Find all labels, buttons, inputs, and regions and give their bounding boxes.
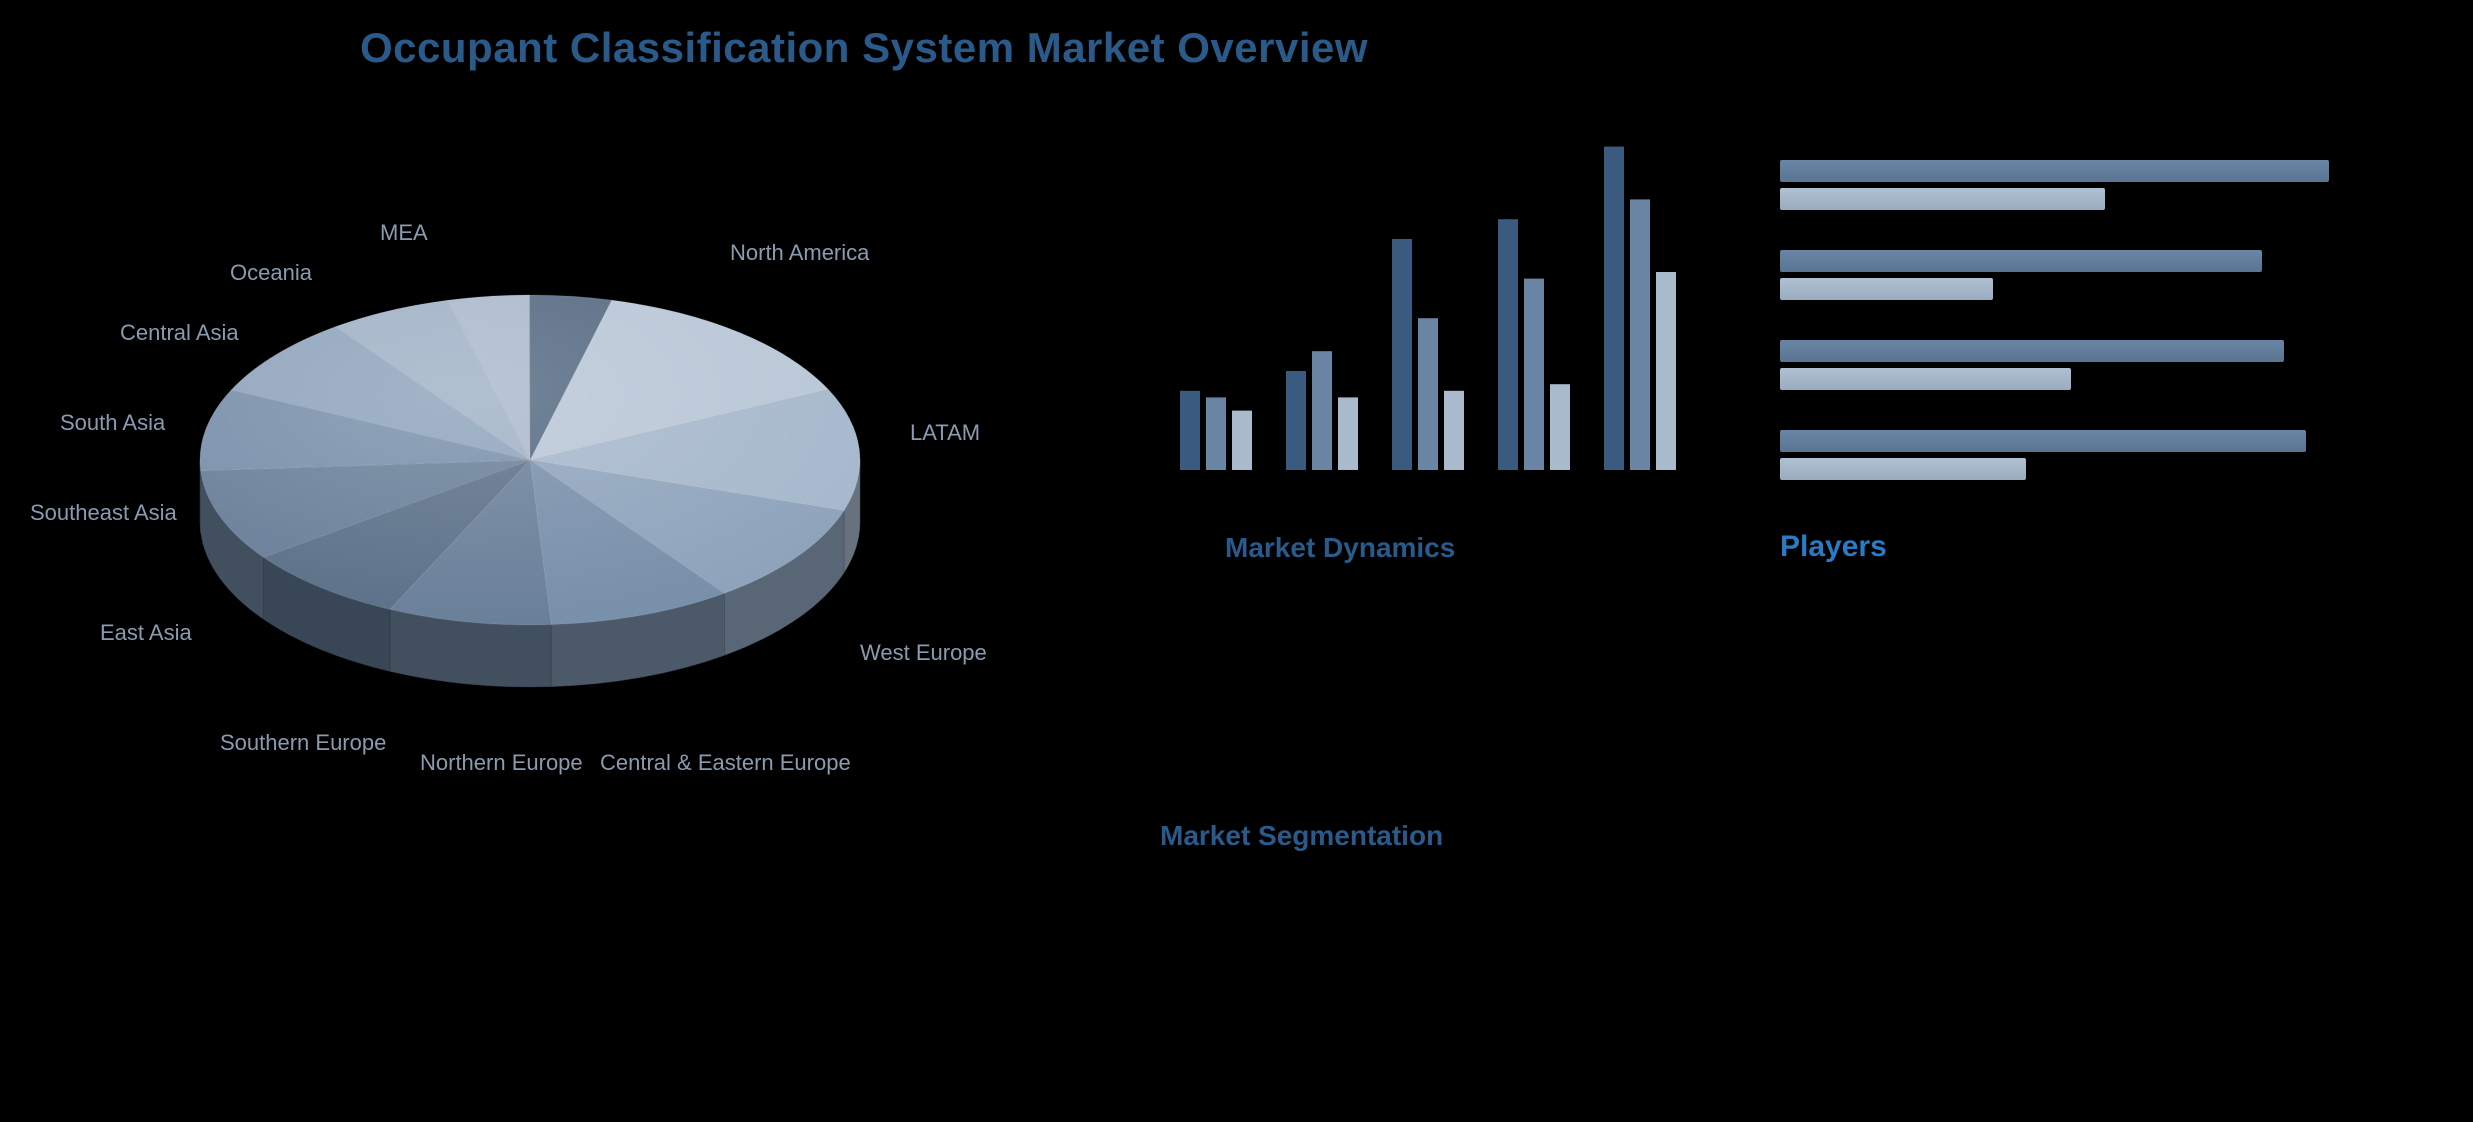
player-bar-group <box>1780 250 2340 300</box>
pie-slice-label: South Asia <box>60 410 165 436</box>
bar <box>1312 351 1332 470</box>
pie-slice-label: Northern Europe <box>420 750 583 776</box>
players-chart <box>1780 160 2340 520</box>
bar <box>1498 219 1518 470</box>
player-bar-top <box>1780 340 2284 362</box>
bar <box>1604 147 1624 470</box>
pie-chart-region: North America LATAM West Europe Central & E… <box>40 140 1020 860</box>
bar-chart-region <box>1130 120 1690 500</box>
segmentation-caption: Market Segmentation <box>1160 820 1443 852</box>
pie-slice-label: Central & Eastern Europe <box>600 750 851 776</box>
players-caption: Players <box>1780 530 1887 564</box>
pie-slice-label: North America <box>730 240 869 266</box>
pie-chart <box>160 250 900 750</box>
bar-chart-caption: Market Dynamics <box>1225 532 1455 564</box>
bar <box>1286 371 1306 470</box>
player-bar-group <box>1780 340 2340 390</box>
bar <box>1524 279 1544 470</box>
bar <box>1656 272 1676 470</box>
pie-slice-label: West Europe <box>860 640 987 666</box>
bar <box>1206 397 1226 470</box>
bar <box>1444 391 1464 470</box>
player-bar-bottom <box>1780 458 2026 480</box>
bar <box>1180 391 1200 470</box>
pie-slice-label: Southeast Asia <box>30 500 177 526</box>
pie-slice-label: East Asia <box>100 620 192 646</box>
bar <box>1232 411 1252 470</box>
bar <box>1550 384 1570 470</box>
player-bar-group <box>1780 430 2340 480</box>
bar <box>1338 397 1358 470</box>
pie-slice-label: MEA <box>380 220 428 246</box>
pie-slice-label: Central Asia <box>120 320 239 346</box>
pie-slice-label: Oceania <box>230 260 312 286</box>
pie-slice-label: LATAM <box>910 420 980 446</box>
player-bar-group <box>1780 160 2340 210</box>
bar <box>1630 199 1650 470</box>
player-bar-top <box>1780 430 2306 452</box>
player-bar-bottom <box>1780 368 2071 390</box>
bar <box>1392 239 1412 470</box>
player-bar-top <box>1780 160 2329 182</box>
player-bar-top <box>1780 250 2262 272</box>
player-bar-bottom <box>1780 278 1993 300</box>
player-bar-bottom <box>1780 188 2105 210</box>
page-title: Occupant Classification System Market Ov… <box>360 24 1368 72</box>
bar-chart <box>1130 120 1690 500</box>
bar <box>1418 318 1438 470</box>
pie-slice-label: Southern Europe <box>220 730 386 756</box>
